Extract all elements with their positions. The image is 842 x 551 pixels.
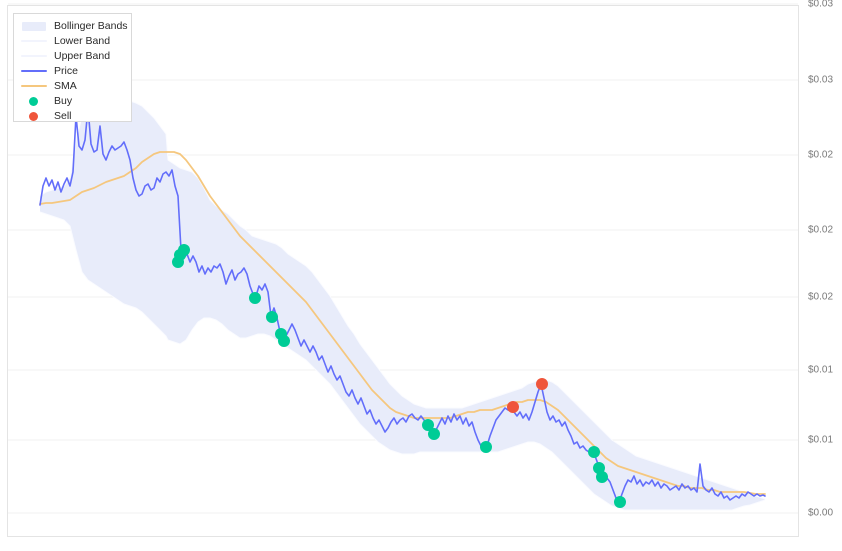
line-swatch-icon	[20, 49, 48, 64]
buy-marker-9[interactable]	[480, 441, 492, 453]
dot-swatch-icon-swatch	[29, 112, 38, 121]
line-swatch-icon-swatch	[21, 70, 47, 72]
sell-marker-0[interactable]	[507, 401, 519, 413]
y-tick-label-6: $0.01	[808, 434, 834, 446]
sell-markers[interactable]	[507, 378, 548, 413]
y-tick-label-1: $0.03	[808, 74, 834, 86]
legend-item-buy[interactable]: Buy	[20, 94, 125, 109]
legend-item-bollinger-bands[interactable]: Bollinger Bands	[20, 19, 128, 34]
y-tick-label-3: $0.02	[808, 224, 834, 236]
chart-legend[interactable]: Bollinger Bands Lower Band Upper Band Price…	[13, 13, 132, 122]
band-boundary-lines	[39, 99, 766, 511]
legend-item-lower-band[interactable]: Lower Band	[20, 34, 125, 49]
sma-polyline	[39, 151, 766, 495]
buy-marker-7[interactable]	[422, 419, 434, 431]
line-swatch-icon	[20, 64, 48, 79]
buy-marker-10[interactable]	[588, 446, 600, 458]
line-swatch-icon-swatch	[21, 55, 47, 57]
buy-marker-3[interactable]	[249, 292, 261, 304]
line-swatch-icon-swatch	[21, 85, 47, 87]
buy-marker-2[interactable]	[172, 256, 184, 268]
y-tick-label-4: $0.02	[808, 291, 834, 303]
y-tick-label-5: $0.01	[808, 364, 834, 376]
buy-marker-12[interactable]	[596, 471, 608, 483]
dot-swatch-icon-swatch	[29, 97, 38, 106]
bollinger-band-area	[40, 100, 765, 510]
area-swatch-icon	[20, 19, 48, 34]
sma-line	[39, 151, 766, 495]
buy-marker-6[interactable]	[278, 335, 290, 347]
upper-band-line	[39, 99, 766, 500]
y-tick-label-2: $0.02	[808, 149, 834, 161]
price-polyline	[39, 107, 766, 503]
buy-marker-13[interactable]	[614, 496, 626, 508]
legend-label: Lower Band	[54, 35, 111, 47]
legend-item-upper-band[interactable]: Upper Band	[20, 49, 125, 64]
legend-label: Sell	[54, 110, 72, 122]
area-swatch-icon-swatch	[22, 22, 46, 31]
price-line	[39, 107, 766, 503]
legend-label: Buy	[54, 95, 73, 107]
legend-item-sma[interactable]: SMA	[20, 79, 125, 94]
lower-band-line	[39, 211, 766, 511]
legend-label: Price	[54, 65, 78, 77]
line-swatch-icon-swatch	[21, 40, 47, 42]
legend-label: Upper Band	[54, 50, 111, 62]
legend-label: Bollinger Bands	[54, 20, 128, 32]
y-tick-label-7: $0.00	[808, 507, 834, 519]
line-swatch-icon	[20, 34, 48, 49]
sell-marker-1[interactable]	[536, 378, 548, 390]
buy-markers[interactable]	[172, 244, 626, 508]
y-tick-label-0: $0.03	[808, 0, 834, 10]
legend-item-price[interactable]: Price	[20, 64, 125, 79]
legend-item-sell[interactable]: Sell	[20, 109, 125, 124]
buy-marker-8[interactable]	[428, 428, 440, 440]
dot-swatch-icon	[20, 94, 48, 109]
line-swatch-icon	[20, 79, 48, 94]
bollinger-band-fill	[40, 100, 765, 510]
legend-label: SMA	[54, 80, 77, 92]
dot-swatch-icon	[20, 109, 48, 124]
buy-marker-4[interactable]	[266, 311, 278, 323]
